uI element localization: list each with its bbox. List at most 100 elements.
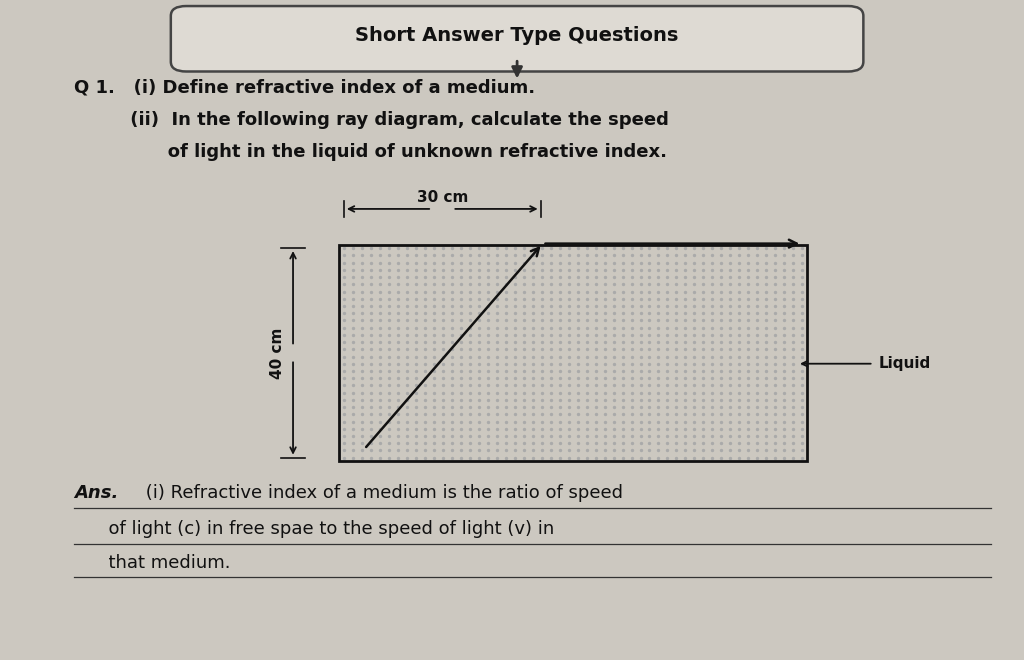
- Point: [579, 279, 595, 290]
- Point: [488, 445, 505, 455]
- Point: [471, 243, 487, 253]
- Point: [659, 315, 676, 325]
- Point: [695, 380, 712, 391]
- Point: [695, 431, 712, 442]
- Point: [353, 243, 370, 253]
- Point: [686, 250, 702, 261]
- Point: [362, 452, 379, 463]
- Point: [479, 452, 496, 463]
- Point: [705, 395, 721, 405]
- Point: [560, 409, 577, 420]
- Point: [596, 438, 612, 448]
- Point: [560, 452, 577, 463]
- Point: [560, 265, 577, 275]
- Point: [785, 373, 802, 383]
- Point: [462, 250, 478, 261]
- Point: [498, 294, 514, 304]
- Point: [632, 308, 648, 319]
- Point: [588, 409, 604, 420]
- Point: [408, 387, 424, 398]
- Point: [686, 279, 702, 290]
- Point: [534, 366, 550, 376]
- Point: [443, 286, 460, 297]
- Point: [614, 445, 631, 455]
- Point: [767, 250, 783, 261]
- Point: [479, 322, 496, 333]
- Point: [362, 373, 379, 383]
- Point: [740, 387, 757, 398]
- Point: [794, 438, 810, 448]
- Point: [785, 250, 802, 261]
- Point: [686, 431, 702, 442]
- Point: [713, 243, 729, 253]
- Point: [579, 452, 595, 463]
- Point: [794, 424, 810, 434]
- Point: [524, 294, 541, 304]
- Point: [417, 257, 433, 268]
- Point: [794, 279, 810, 290]
- Point: [345, 329, 361, 340]
- Point: [705, 322, 721, 333]
- Point: [677, 358, 693, 369]
- Point: [443, 366, 460, 376]
- Point: [524, 315, 541, 325]
- Point: [552, 380, 568, 391]
- Point: [614, 250, 631, 261]
- Point: [605, 387, 622, 398]
- Point: [677, 424, 693, 434]
- Point: [471, 373, 487, 383]
- Point: [408, 337, 424, 347]
- Point: [524, 351, 541, 362]
- Point: [686, 308, 702, 319]
- Point: [605, 294, 622, 304]
- Point: [488, 243, 505, 253]
- Point: [372, 409, 388, 420]
- Point: [488, 286, 505, 297]
- Point: [659, 344, 676, 354]
- Point: [345, 358, 361, 369]
- Point: [686, 286, 702, 297]
- Point: [614, 402, 631, 412]
- Point: [650, 416, 667, 427]
- Point: [579, 380, 595, 391]
- Point: [596, 344, 612, 354]
- Point: [596, 351, 612, 362]
- Point: [471, 257, 487, 268]
- Point: [569, 402, 586, 412]
- Point: [785, 445, 802, 455]
- Point: [381, 402, 397, 412]
- Point: [614, 409, 631, 420]
- Point: [443, 308, 460, 319]
- Point: [515, 445, 531, 455]
- Point: [498, 380, 514, 391]
- Point: [543, 395, 559, 405]
- Point: [479, 294, 496, 304]
- Point: [534, 431, 550, 442]
- Point: [722, 445, 738, 455]
- Point: [345, 416, 361, 427]
- Point: [362, 380, 379, 391]
- Point: [731, 445, 748, 455]
- Point: [588, 402, 604, 412]
- Point: [426, 445, 442, 455]
- Point: [750, 265, 766, 275]
- Point: [686, 243, 702, 253]
- Point: [390, 337, 407, 347]
- Point: [426, 366, 442, 376]
- Point: [677, 416, 693, 427]
- Point: [353, 431, 370, 442]
- Point: [776, 445, 793, 455]
- Point: [372, 301, 388, 312]
- Point: [381, 286, 397, 297]
- Point: [507, 308, 523, 319]
- Point: [434, 315, 451, 325]
- Point: [507, 265, 523, 275]
- Point: [336, 279, 352, 290]
- Point: [336, 322, 352, 333]
- Point: [362, 358, 379, 369]
- Point: [534, 308, 550, 319]
- Point: [372, 358, 388, 369]
- Point: [434, 286, 451, 297]
- Point: [588, 438, 604, 448]
- Point: [345, 265, 361, 275]
